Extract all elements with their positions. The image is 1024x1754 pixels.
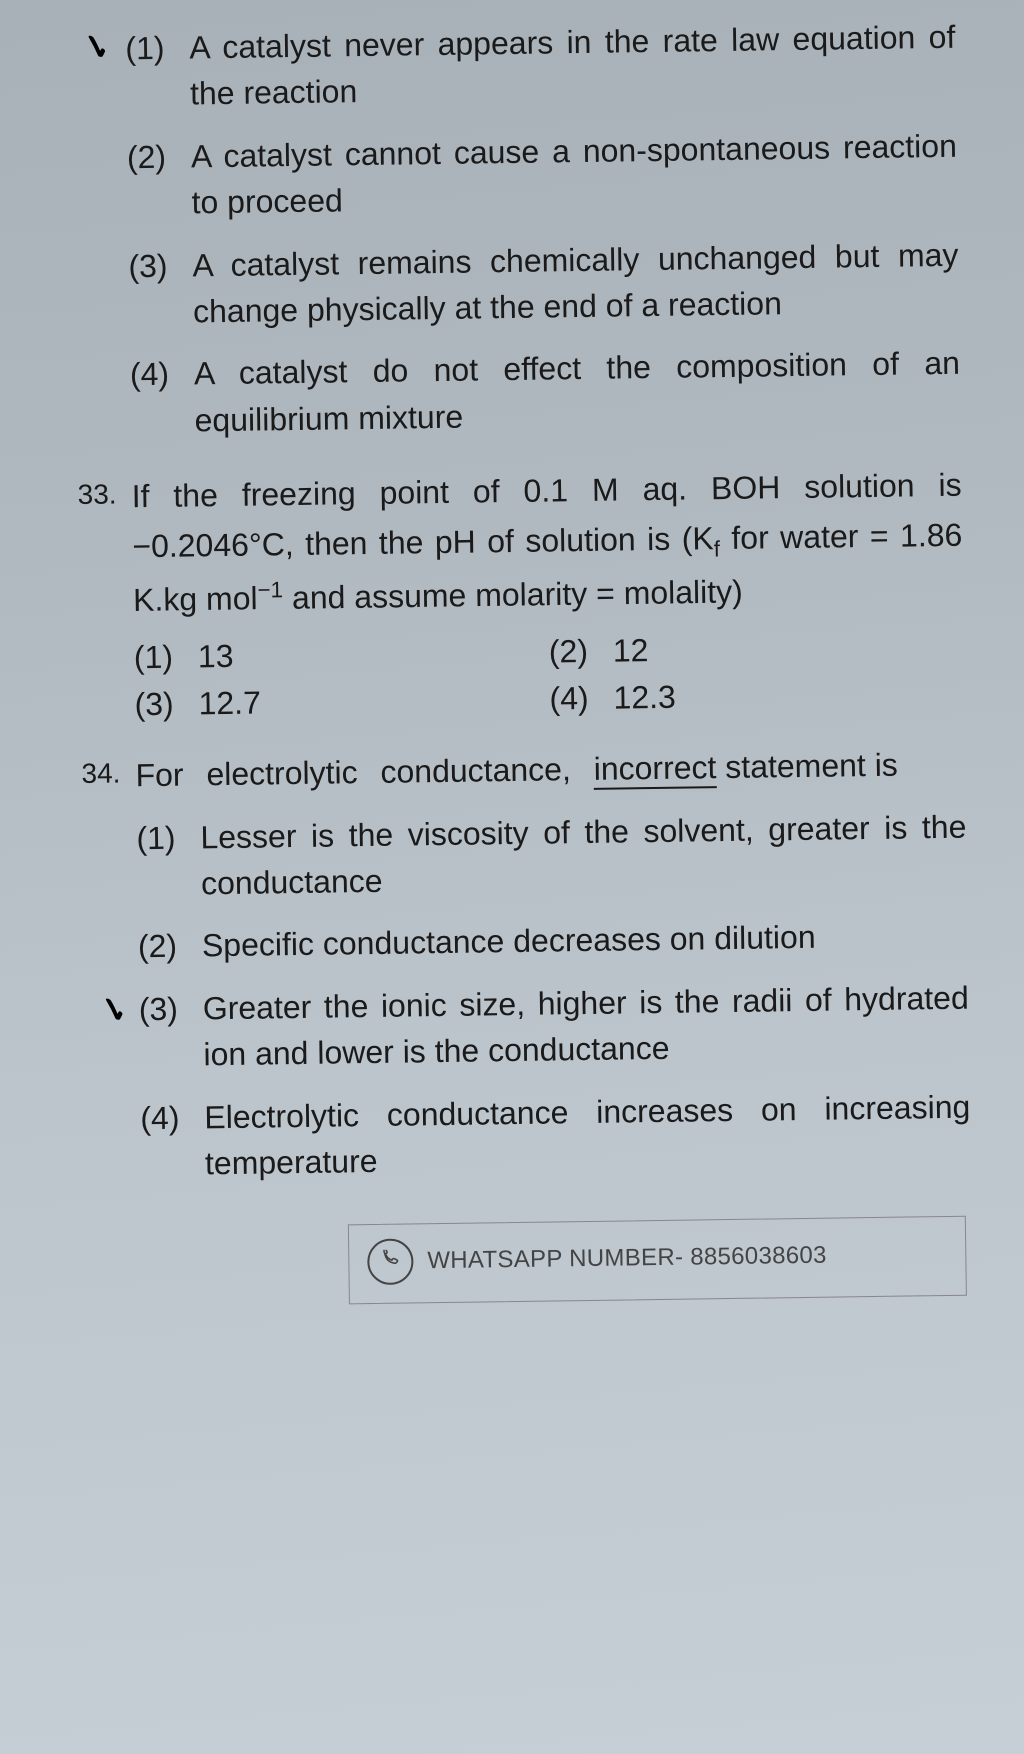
question-text: If the freezing point of 0.1 M aq. BOH s… — [131, 461, 963, 626]
option-number: (1) — [136, 814, 201, 861]
q33-option-2: (2) 12 — [549, 628, 964, 671]
stem-part: statement is — [716, 747, 898, 786]
option-text: Electrolytic conductance increases on in… — [204, 1083, 971, 1186]
q34-stem: 34. For electrolytic conductance, incorr… — [81, 740, 966, 802]
q34-options: (1) Lesser is the viscosity of the solve… — [136, 803, 971, 1187]
option-text: 12.3 — [613, 679, 676, 717]
page-content: ✓ (1) A catalyst never appears in the ra… — [0, 0, 1024, 1329]
option-text: A catalyst remains chemically unchanged … — [192, 231, 959, 334]
question-number: 33. — [77, 472, 132, 516]
option-text: Greater the ionic size, higher is the ra… — [202, 975, 969, 1078]
stem-part: For electrolytic conductance, — [135, 751, 594, 793]
option-number: (3) — [138, 985, 203, 1032]
q33-options-row2: (3) 12.7 (4) 12.3 — [134, 675, 964, 724]
q32-option-4: (4) A catalyst do not effect the composi… — [130, 340, 961, 444]
option-text: A catalyst cannot cause a non-spontaneou… — [191, 123, 958, 226]
option-text: Specific conductance decreases on diluti… — [202, 912, 969, 969]
option-text: 12.7 — [198, 685, 261, 723]
option-number: (3) — [134, 685, 199, 723]
option-text: A catalyst never appears in the rate law… — [189, 14, 956, 117]
question-number: 34. — [81, 751, 136, 795]
option-number: (4) — [549, 680, 614, 718]
option-text: 12 — [613, 632, 649, 669]
check-icon: ✓ — [95, 984, 131, 1037]
q34-option-3: ✓ (3) Greater the ionic size, higher is … — [138, 975, 969, 1079]
option-text: A catalyst do not effect the composition… — [194, 340, 961, 443]
option-number: (4) — [130, 351, 195, 398]
q34-option-1: (1) Lesser is the viscosity of the solve… — [136, 803, 967, 907]
option-number: (1) — [134, 638, 199, 676]
q34-option-2: (2) Specific conductance decreases on di… — [138, 912, 969, 970]
q33-stem: 33. If the freezing point of 0.1 M aq. B… — [77, 461, 963, 626]
option-number: (1) — [125, 24, 190, 71]
option-number: (4) — [140, 1094, 205, 1141]
check-icon: ✓ — [78, 22, 114, 75]
superscript: −1 — [257, 577, 283, 602]
option-text: Lesser is the viscosity of the solvent, … — [200, 803, 967, 906]
underlined-word: incorrect — [593, 749, 716, 790]
option-number: (2) — [138, 923, 203, 970]
whatsapp-label: WHATSAPP NUMBER- 8856038603 — [427, 1242, 827, 1276]
option-number: (2) — [549, 633, 614, 671]
q34-option-4: (4) Electrolytic conductance increases o… — [140, 1083, 971, 1187]
question-text: For electrolytic conductance, incorrect … — [135, 740, 966, 801]
q33-option-1: (1) 13 — [134, 634, 549, 677]
option-number: (2) — [127, 133, 192, 180]
stem-part: and assume molarity = molality) — [283, 573, 743, 615]
q32-option-3: (3) A catalyst remains chemically unchan… — [128, 231, 959, 335]
option-number: (3) — [128, 242, 193, 289]
option-text: 13 — [198, 638, 234, 675]
q32-options: ✓ (1) A catalyst never appears in the ra… — [125, 14, 961, 445]
q33-options-row1: (1) 13 (2) 12 — [134, 628, 964, 677]
q32-option-2: (2) A catalyst cannot cause a non-sponta… — [127, 123, 958, 227]
q32-option-1: ✓ (1) A catalyst never appears in the ra… — [125, 14, 956, 118]
q33-option-3: (3) 12.7 — [134, 681, 549, 724]
q33-option-4: (4) 12.3 — [549, 675, 964, 718]
whatsapp-box: WHATSAPP NUMBER- 8856038603 — [348, 1216, 967, 1305]
whatsapp-icon — [367, 1239, 414, 1286]
